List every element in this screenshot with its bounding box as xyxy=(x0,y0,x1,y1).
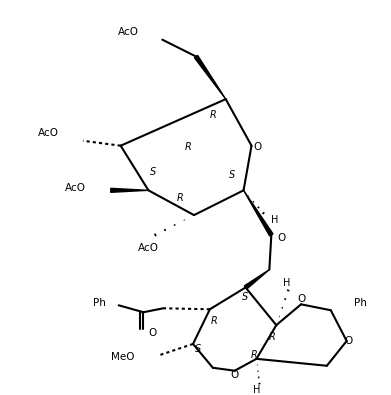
Text: S: S xyxy=(241,292,248,302)
Text: S: S xyxy=(150,167,156,177)
Text: S: S xyxy=(229,171,235,181)
Text: R: R xyxy=(210,316,217,326)
Text: AcO: AcO xyxy=(118,27,138,37)
Text: Ph: Ph xyxy=(93,298,106,308)
Text: O: O xyxy=(231,370,239,380)
Text: Ph: Ph xyxy=(353,298,366,308)
Text: O: O xyxy=(253,142,262,152)
Text: H: H xyxy=(283,278,290,288)
Text: MeO: MeO xyxy=(111,352,135,362)
Text: H: H xyxy=(271,215,279,225)
Text: AcO: AcO xyxy=(65,183,86,193)
Polygon shape xyxy=(244,190,273,236)
Text: H: H xyxy=(253,385,260,395)
Polygon shape xyxy=(111,188,149,192)
Text: AcO: AcO xyxy=(38,128,59,138)
Polygon shape xyxy=(244,270,269,289)
Text: AcO: AcO xyxy=(138,243,159,253)
Text: R: R xyxy=(269,332,276,342)
Text: R: R xyxy=(251,350,258,360)
Text: O: O xyxy=(297,294,305,305)
Text: O: O xyxy=(277,233,285,243)
Text: O: O xyxy=(344,336,353,346)
Text: O: O xyxy=(149,328,157,338)
Text: R: R xyxy=(185,142,192,152)
Polygon shape xyxy=(194,55,226,99)
Text: R: R xyxy=(177,193,183,203)
Text: R: R xyxy=(210,110,216,120)
Text: S: S xyxy=(195,344,201,354)
